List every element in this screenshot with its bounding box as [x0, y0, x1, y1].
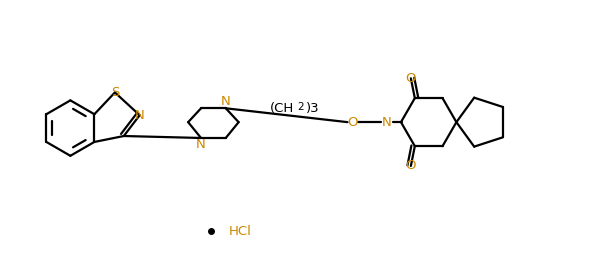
Text: N: N [382, 116, 392, 129]
Text: 2: 2 [297, 102, 304, 112]
Text: O: O [347, 116, 358, 129]
Text: N: N [221, 95, 231, 108]
Text: )3: )3 [306, 102, 320, 115]
Text: (CH: (CH [270, 102, 294, 115]
Text: O: O [406, 159, 416, 173]
Text: N: N [135, 109, 144, 122]
Text: N: N [196, 138, 206, 152]
Text: O: O [406, 72, 416, 85]
Text: S: S [111, 86, 119, 99]
Text: HCl: HCl [229, 224, 252, 238]
